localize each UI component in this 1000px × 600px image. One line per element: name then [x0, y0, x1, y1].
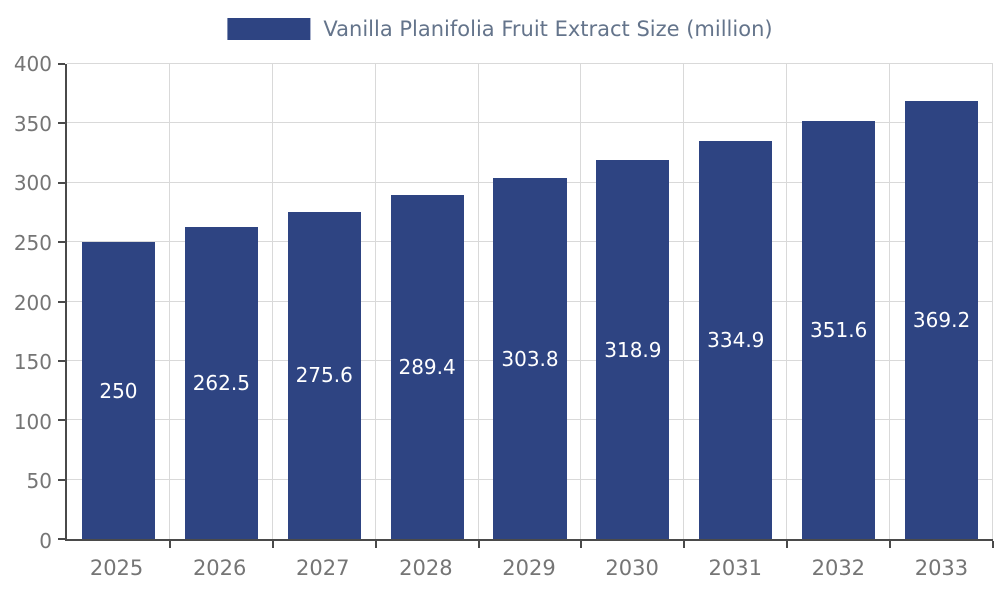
y-tick-mark: [58, 122, 65, 125]
gridline-vertical: [271, 64, 273, 539]
legend-swatch: [227, 18, 311, 40]
gridline-vertical: [683, 64, 685, 539]
bar: 275.6: [287, 211, 361, 539]
gridline-vertical: [168, 64, 170, 539]
y-tick-mark: [58, 359, 65, 362]
bar-value-label: 369.2: [912, 307, 971, 332]
x-tick-mark: [477, 541, 480, 548]
bar-cell: 275.6: [273, 64, 376, 539]
bar: 351.6: [802, 121, 876, 539]
y-tick-label: 50: [26, 469, 52, 494]
x-tick-mark: [580, 541, 583, 548]
y-tick-label: 400: [13, 52, 52, 76]
y-tick-mark: [58, 300, 65, 303]
bar-value-label: 250: [99, 378, 138, 403]
bar-cell: 369.2: [890, 64, 993, 539]
bar: 303.8: [493, 178, 567, 539]
bar: 250: [81, 242, 155, 539]
y-tick-label: 100: [13, 409, 52, 434]
bar-cell: 262.5: [170, 64, 273, 539]
gridline-vertical: [477, 64, 479, 539]
bar-value-label: 262.5: [192, 371, 250, 396]
y-axis-labels: 0 50 100 150 200 250 300 350 400: [0, 54, 52, 551]
x-axis-label: 2027: [296, 556, 350, 580]
gridline-vertical: [786, 64, 788, 539]
bar-cell: 250: [67, 64, 170, 539]
gridline-vertical: [580, 64, 582, 539]
bar-cell: 289.4: [376, 64, 479, 539]
x-tick-mark: [683, 541, 686, 548]
bar: 334.9: [699, 141, 773, 539]
x-tick-mark: [889, 541, 892, 548]
bar-value-label: 275.6: [295, 363, 353, 388]
x-axis-label: 2026: [192, 556, 247, 580]
x-axis-labels: 2025 2026 2027 2028 2029 2030 2031 2032 2033: [65, 556, 993, 580]
bar: 369.2: [905, 100, 979, 539]
y-tick-mark: [58, 181, 65, 184]
y-tick-label: 200: [13, 290, 52, 315]
x-axis-label: 2033: [914, 556, 969, 580]
x-axis-label: 2028: [399, 556, 453, 580]
bars-container: 250 262.5 275.6 289.4 303.8 318.9 334.9 351.6 36…: [67, 64, 993, 539]
legend-label: Vanilla Planifolia Fruit Extract Size (m…: [323, 17, 773, 41]
x-tick-mark: [168, 541, 171, 548]
x-axis-label: 2025: [89, 556, 144, 580]
bar-cell: 351.6: [787, 64, 890, 539]
bar: 262.5: [184, 227, 258, 539]
x-axis-label: 2029: [502, 556, 556, 580]
x-axis-label: 2031: [708, 556, 762, 580]
x-axis-label: 2032: [811, 556, 866, 580]
x-tick-mark: [271, 541, 274, 548]
y-tick-label: 300: [13, 171, 52, 196]
y-tick-mark: [58, 63, 65, 65]
gridline-horizontal: [67, 63, 993, 64]
bar-cell: 334.9: [684, 64, 787, 539]
y-tick-label: 350: [13, 111, 52, 136]
plot-area: 250 262.5 275.6 289.4 303.8 318.9 334.9 351.6 36…: [58, 63, 994, 548]
x-tick-mark: [786, 541, 789, 548]
bar-value-label: 303.8: [501, 346, 559, 371]
bar-value-label: 289.4: [398, 355, 456, 380]
y-tick-mark: [58, 241, 65, 244]
y-tick-mark: [58, 538, 65, 540]
y-tick-label: 150: [13, 350, 52, 375]
bar-value-label: 351.6: [810, 318, 868, 343]
gridline-vertical: [374, 64, 376, 539]
x-axis-label: 2030: [605, 556, 659, 580]
bar-value-label: 318.9: [604, 337, 662, 362]
bar: 318.9: [596, 160, 670, 539]
y-tick-mark: [58, 419, 65, 422]
x-tick-mark: [992, 541, 994, 548]
y-tick-label: 250: [13, 230, 52, 255]
x-tick-mark: [374, 541, 377, 548]
y-tick-label: 0: [39, 529, 52, 553]
bar-value-label: 334.9: [707, 328, 765, 353]
gridline-horizontal: [67, 122, 993, 124]
bar-cell: 303.8: [479, 64, 582, 539]
y-tick-mark: [58, 478, 65, 481]
bar: 289.4: [390, 195, 464, 539]
gridline-vertical: [992, 64, 993, 539]
gridline-vertical: [889, 64, 891, 539]
bar-cell: 318.9: [581, 64, 684, 539]
legend: Vanilla Planifolia Fruit Extract Size (m…: [227, 17, 773, 41]
